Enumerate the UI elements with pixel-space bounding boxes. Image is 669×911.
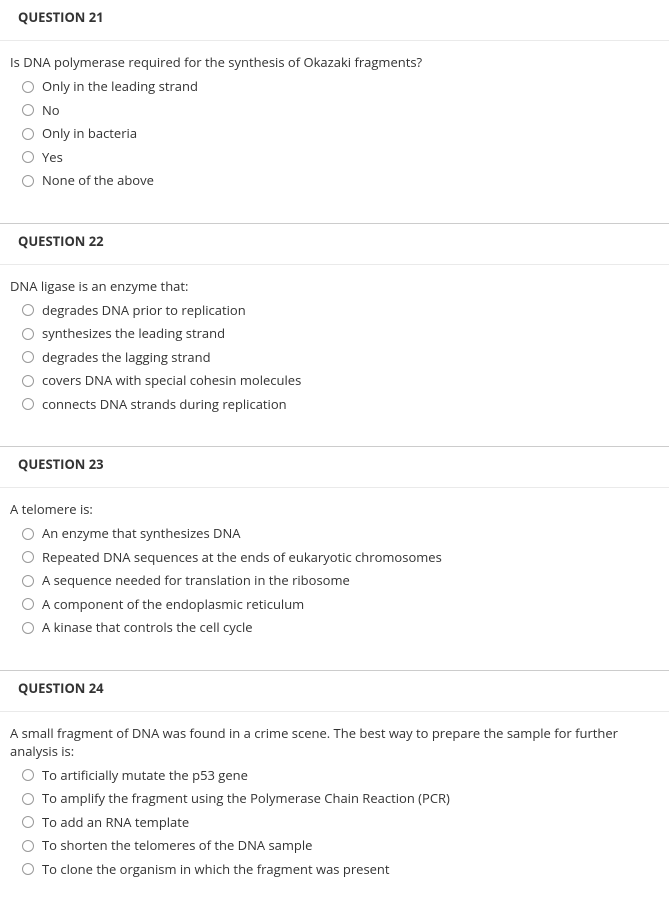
option-radio[interactable] <box>22 598 34 610</box>
option-label: No <box>42 101 60 121</box>
question-options: degrades DNA prior to replication synthe… <box>0 299 669 417</box>
option-radio[interactable] <box>22 528 34 540</box>
option-label: A kinase that controls the cell cycle <box>42 618 253 638</box>
option-label: None of the above <box>42 171 154 191</box>
option-radio[interactable] <box>22 328 34 340</box>
option-label: Only in bacteria <box>42 124 137 144</box>
option-row: To amplify the fragment using the Polyme… <box>22 787 669 811</box>
option-label: A component of the endoplasmic reticulum <box>42 595 304 615</box>
option-row: No <box>22 99 669 123</box>
option-label: synthesizes the leading strand <box>42 324 225 344</box>
option-row: To shorten the telomeres of the DNA samp… <box>22 834 669 858</box>
option-label: Repeated DNA sequences at the ends of eu… <box>42 548 442 568</box>
option-label: To add an RNA template <box>42 813 189 833</box>
option-label: To artificially mutate the p53 gene <box>42 766 248 786</box>
option-row: A kinase that controls the cell cycle <box>22 616 669 640</box>
question-options: An enzyme that synthesizes DNA Repeated … <box>0 522 669 640</box>
quiz-container: QUESTION 21 Is DNA polymerase required f… <box>0 0 669 911</box>
option-radio[interactable] <box>22 840 34 852</box>
question-options: Only in the leading strand No Only in ba… <box>0 75 669 193</box>
option-row: connects DNA strands during replication <box>22 393 669 417</box>
option-label: degrades DNA prior to replication <box>42 301 246 321</box>
question-header: QUESTION 24 <box>0 671 669 712</box>
option-row: Only in bacteria <box>22 122 669 146</box>
option-radio[interactable] <box>22 128 34 140</box>
question-options: To artificially mutate the p53 gene To a… <box>0 764 669 882</box>
option-row: synthesizes the leading strand <box>22 322 669 346</box>
option-label: A sequence needed for translation in the… <box>42 571 350 591</box>
option-row: Only in the leading strand <box>22 75 669 99</box>
option-radio[interactable] <box>22 793 34 805</box>
option-row: To add an RNA template <box>22 811 669 835</box>
question-block-21: QUESTION 21 Is DNA polymerase required f… <box>0 0 669 223</box>
question-block-23: QUESTION 23 A telomere is: An enzyme tha… <box>0 446 669 670</box>
option-row: Repeated DNA sequences at the ends of eu… <box>22 546 669 570</box>
option-label: To amplify the fragment using the Polyme… <box>42 789 450 809</box>
option-radio[interactable] <box>22 375 34 387</box>
option-radio[interactable] <box>22 104 34 116</box>
option-row: Yes <box>22 146 669 170</box>
option-radio[interactable] <box>22 551 34 563</box>
option-radio[interactable] <box>22 81 34 93</box>
option-label: degrades the lagging strand <box>42 348 211 368</box>
question-header: QUESTION 22 <box>0 224 669 265</box>
option-radio[interactable] <box>22 151 34 163</box>
option-label: Only in the leading strand <box>42 77 198 97</box>
question-prompt: A small fragment of DNA was found in a c… <box>0 722 669 764</box>
question-header: QUESTION 23 <box>0 447 669 488</box>
option-label: To clone the organism in which the fragm… <box>42 860 390 880</box>
option-radio[interactable] <box>22 351 34 363</box>
option-radio[interactable] <box>22 863 34 875</box>
option-label: connects DNA strands during replication <box>42 395 287 415</box>
option-row: A component of the endoplasmic reticulum <box>22 593 669 617</box>
option-row: To artificially mutate the p53 gene <box>22 764 669 788</box>
option-radio[interactable] <box>22 304 34 316</box>
option-label: covers DNA with special cohesin molecule… <box>42 371 301 391</box>
question-prompt: Is DNA polymerase required for the synth… <box>0 51 669 75</box>
option-row: degrades the lagging strand <box>22 346 669 370</box>
option-label: An enzyme that synthesizes DNA <box>42 524 240 544</box>
question-header: QUESTION 21 <box>0 0 669 41</box>
option-row: None of the above <box>22 169 669 193</box>
option-label: To shorten the telomeres of the DNA samp… <box>42 836 312 856</box>
option-label: Yes <box>42 148 63 168</box>
option-radio[interactable] <box>22 398 34 410</box>
option-radio[interactable] <box>22 816 34 828</box>
question-block-24: QUESTION 24 A small fragment of DNA was … <box>0 670 669 911</box>
option-radio[interactable] <box>22 175 34 187</box>
option-row: A sequence needed for translation in the… <box>22 569 669 593</box>
option-row: degrades DNA prior to replication <box>22 299 669 323</box>
option-row: covers DNA with special cohesin molecule… <box>22 369 669 393</box>
option-row: An enzyme that synthesizes DNA <box>22 522 669 546</box>
option-row: To clone the organism in which the fragm… <box>22 858 669 882</box>
question-prompt: A telomere is: <box>0 498 669 522</box>
option-radio[interactable] <box>22 575 34 587</box>
question-block-22: QUESTION 22 DNA ligase is an enzyme that… <box>0 223 669 447</box>
option-radio[interactable] <box>22 622 34 634</box>
question-prompt: DNA ligase is an enzyme that: <box>0 275 669 299</box>
option-radio[interactable] <box>22 769 34 781</box>
